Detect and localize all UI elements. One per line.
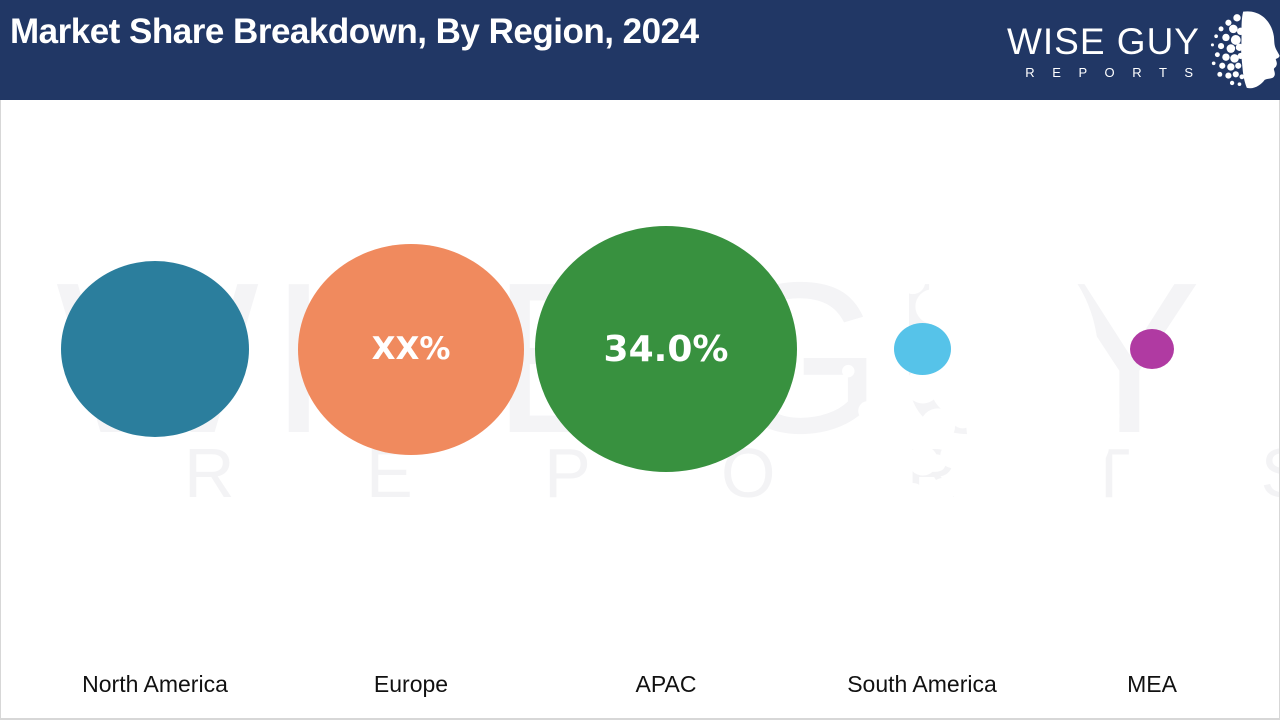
- bubble-europe: XX%: [298, 243, 524, 455]
- bubble-north-america: [61, 261, 249, 437]
- chart-area: WISE GUY R E P O R T S North AmericaXX%E…: [0, 100, 1280, 720]
- bubble-south-america: [893, 323, 951, 375]
- category-label-mea: MEA: [1127, 671, 1177, 697]
- brand-subtitle: R E P O R T S: [1025, 65, 1200, 80]
- brand-logo-text: WISE GUY R E P O R T S: [1007, 23, 1200, 79]
- watermark-face-image: [842, 235, 1120, 547]
- brand-name: WISE GUY: [1006, 21, 1200, 62]
- category-label-north-america: North America: [82, 671, 228, 697]
- bubble-value-label: 34.0%: [603, 328, 729, 370]
- category-label-europe: Europe: [373, 671, 449, 697]
- header-bar: Market Share Breakdown, By Region, 2024 …: [0, 0, 1280, 100]
- bubble-value-label: XX%: [371, 331, 451, 367]
- bubble-apac: 34.0%: [535, 226, 797, 472]
- brand-face-icon: [1210, 11, 1280, 89]
- page-title: Market Share Breakdown, By Region, 2024: [10, 12, 699, 51]
- category-label-south-america: South America: [847, 671, 997, 697]
- category-label-apac: APAC: [635, 671, 697, 697]
- brand-logo: WISE GUY R E P O R T S: [1007, 8, 1280, 94]
- bubble-mea: [1130, 329, 1174, 369]
